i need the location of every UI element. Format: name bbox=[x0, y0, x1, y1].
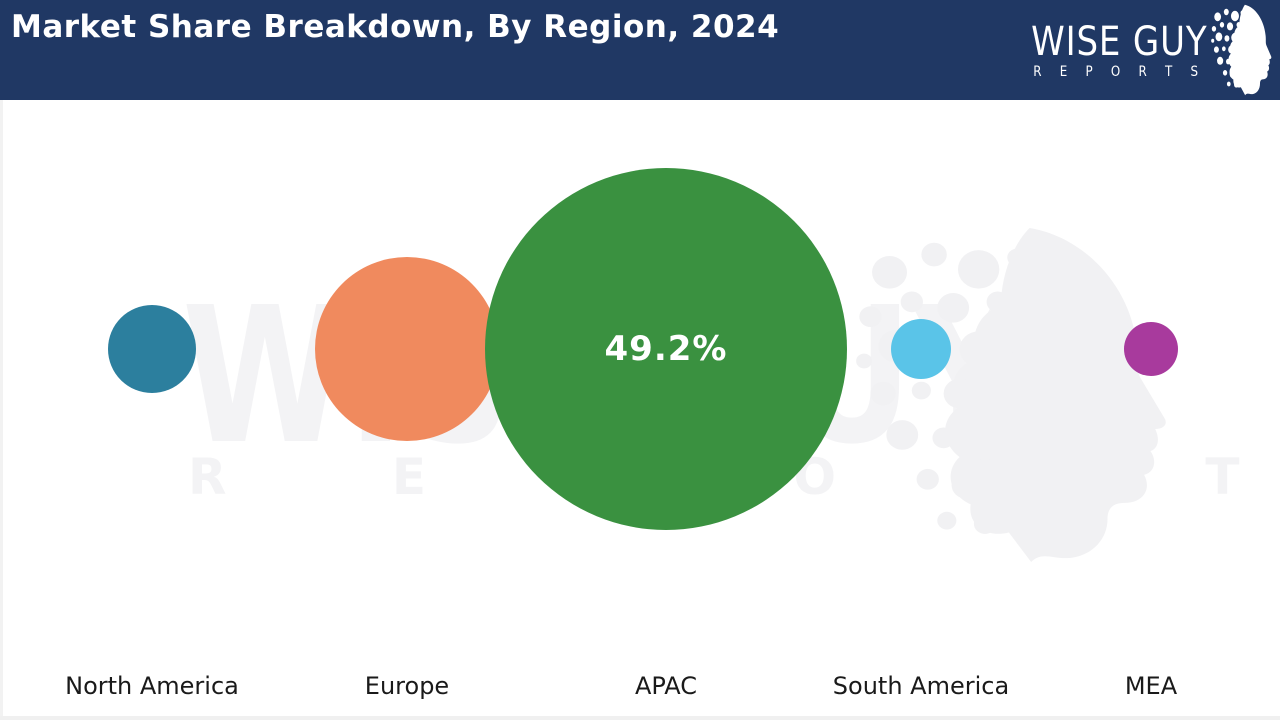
logo-title: WISE GUY bbox=[1030, 18, 1207, 65]
bubble-south-america bbox=[891, 319, 951, 379]
wiseguy-logo: WISE GUY R E P O R T S bbox=[1000, 0, 1277, 100]
header-bar: Market Share Breakdown, By Region, 2024 … bbox=[0, 0, 1280, 100]
bubble-value-label: 49.2% bbox=[604, 329, 728, 369]
logo-subtitle: R E P O R T S bbox=[1032, 63, 1205, 80]
wiseguy-head-icon bbox=[1209, 4, 1277, 96]
region-label-apac: APAC bbox=[634, 672, 698, 700]
region-label-south-america: South America bbox=[832, 672, 1010, 700]
plot-left-edge bbox=[0, 100, 3, 720]
plot-bottom-edge bbox=[0, 716, 1280, 720]
bubble-apac: 49.2% bbox=[485, 168, 847, 530]
bubble-europe bbox=[315, 257, 499, 441]
chart-title: Market Share Breakdown, By Region, 2024 bbox=[11, 9, 780, 45]
bubble-mea bbox=[1124, 322, 1178, 376]
region-label-north-america: North America bbox=[65, 672, 239, 700]
region-label-europe: Europe bbox=[364, 672, 450, 700]
bubble-north-america bbox=[108, 305, 196, 393]
logo-text: WISE GUY R E P O R T S bbox=[1031, 21, 1207, 80]
region-label-mea: MEA bbox=[1124, 672, 1178, 700]
